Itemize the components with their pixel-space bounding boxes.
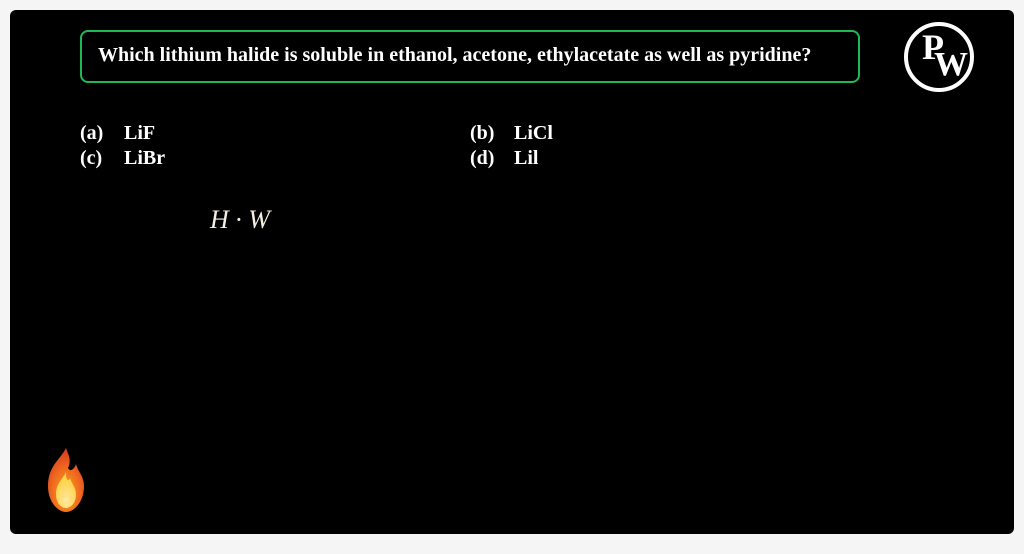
fire-icon [38, 446, 94, 514]
options-row-2: (c) LiBr (d) Lil [80, 147, 860, 170]
option-a[interactable]: (a) LiF [80, 122, 470, 145]
option-text: LiF [124, 122, 155, 145]
option-d[interactable]: (d) Lil [470, 147, 860, 170]
option-label: (a) [80, 122, 124, 145]
pw-logo: P W [904, 22, 974, 92]
option-label: (d) [470, 147, 514, 170]
question-box: Which lithium halide is soluble in ethan… [80, 30, 860, 83]
option-label: (c) [80, 147, 124, 170]
handwriting-annotation: H · W [210, 205, 270, 235]
option-text: LiBr [124, 147, 165, 170]
question-text: Which lithium halide is soluble in ethan… [98, 44, 811, 66]
slide: Which lithium halide is soluble in ethan… [10, 10, 1014, 534]
logo-letter-w: W [934, 46, 968, 84]
option-b[interactable]: (b) LiCl [470, 122, 860, 145]
options-row-1: (a) LiF (b) LiCl [80, 122, 860, 145]
option-label: (b) [470, 122, 514, 145]
option-text: Lil [514, 147, 538, 170]
option-c[interactable]: (c) LiBr [80, 147, 470, 170]
options-grid: (a) LiF (b) LiCl (c) LiBr (d) Lil [80, 120, 860, 170]
option-text: LiCl [514, 122, 553, 145]
